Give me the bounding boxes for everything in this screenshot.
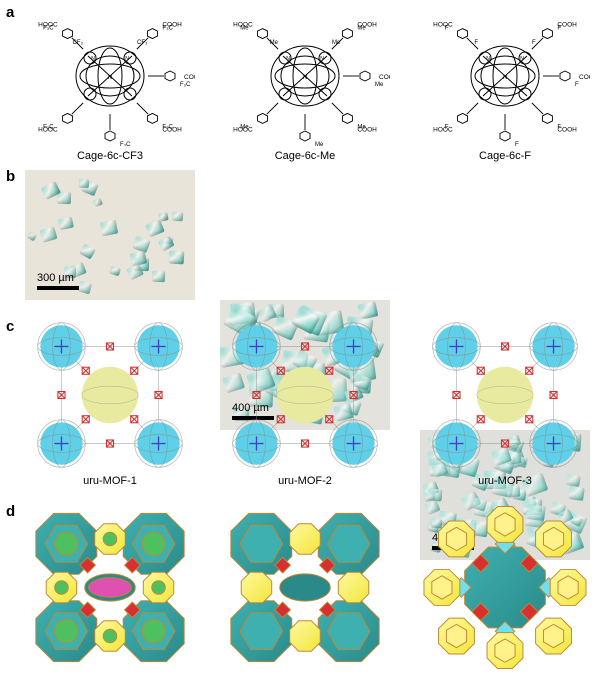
svg-text:N: N: [286, 56, 290, 62]
chem-caption: Cage-6c-CF3: [25, 150, 195, 162]
svg-text:F: F: [557, 124, 561, 130]
svg-text:N: N: [125, 56, 129, 62]
svg-text:CF₃: CF₃: [73, 40, 84, 46]
svg-text:COOH: COOH: [379, 74, 390, 81]
mof-caption: uru-MOF-3: [420, 475, 590, 487]
svg-text:Me: Me: [240, 124, 249, 130]
row-label: a: [6, 4, 14, 21]
svg-text:Me: Me: [240, 26, 249, 32]
mof-structure-panel: [220, 320, 390, 470]
svg-text:F₃C: F₃C: [120, 142, 131, 146]
svg-text:N: N: [303, 75, 307, 81]
svg-text:N: N: [486, 56, 490, 62]
svg-text:F₃C: F₃C: [162, 124, 173, 130]
chem-caption: Cage-6c-Me: [220, 150, 390, 162]
chem-caption: Cage-6c-F: [420, 150, 590, 162]
scale-bar: [37, 286, 79, 290]
svg-text:F: F: [515, 142, 519, 146]
svg-text:F: F: [445, 124, 449, 130]
chem-structure-panel: N N N F F COOH F HOOC F HOOC F: [420, 6, 590, 146]
svg-text:F: F: [474, 40, 478, 46]
chem-structure-panel: N N N CF₃ CF₃ COOH F₃C HOOC F₃C HOOC F₃C: [25, 6, 195, 146]
svg-text:F₃C: F₃C: [162, 26, 173, 32]
svg-text:N: N: [320, 56, 324, 62]
svg-text:F: F: [575, 82, 579, 88]
svg-text:F₃C: F₃C: [180, 82, 191, 88]
svg-text:COOH: COOH: [184, 74, 195, 81]
micrograph-panel: 300 µm: [25, 170, 195, 300]
polyhedra-panel: [25, 505, 195, 670]
svg-text:F₃C: F₃C: [43, 124, 54, 130]
svg-text:COOH: COOH: [579, 74, 590, 81]
row-label: b: [6, 168, 15, 185]
scale-bar-label: 300 µm: [37, 272, 74, 284]
chem-structure-panel: N N N Me Me COOH Me HOOC Me HOOC Me: [220, 6, 390, 146]
polyhedra-panel: [420, 505, 590, 670]
svg-text:Me: Me: [315, 142, 324, 146]
svg-text:N: N: [108, 75, 112, 81]
svg-text:Me: Me: [357, 124, 366, 130]
svg-text:Me: Me: [375, 82, 384, 88]
svg-text:F: F: [445, 26, 449, 32]
svg-text:F: F: [557, 26, 561, 32]
mof-caption: uru-MOF-1: [25, 475, 195, 487]
svg-text:N: N: [91, 56, 95, 62]
mof-structure-panel: [25, 320, 195, 470]
svg-text:Me: Me: [357, 26, 366, 32]
row-label: d: [6, 503, 15, 520]
row-label: c: [6, 318, 14, 335]
svg-text:N: N: [520, 56, 524, 62]
svg-text:N: N: [503, 75, 507, 81]
mof-caption: uru-MOF-2: [220, 475, 390, 487]
svg-text:F₃C: F₃C: [43, 26, 54, 32]
polyhedra-panel: [220, 505, 390, 670]
mof-structure-panel: [420, 320, 590, 470]
svg-text:HOOC: HOOC: [433, 126, 453, 133]
svg-text:HOOC: HOOC: [433, 22, 453, 29]
